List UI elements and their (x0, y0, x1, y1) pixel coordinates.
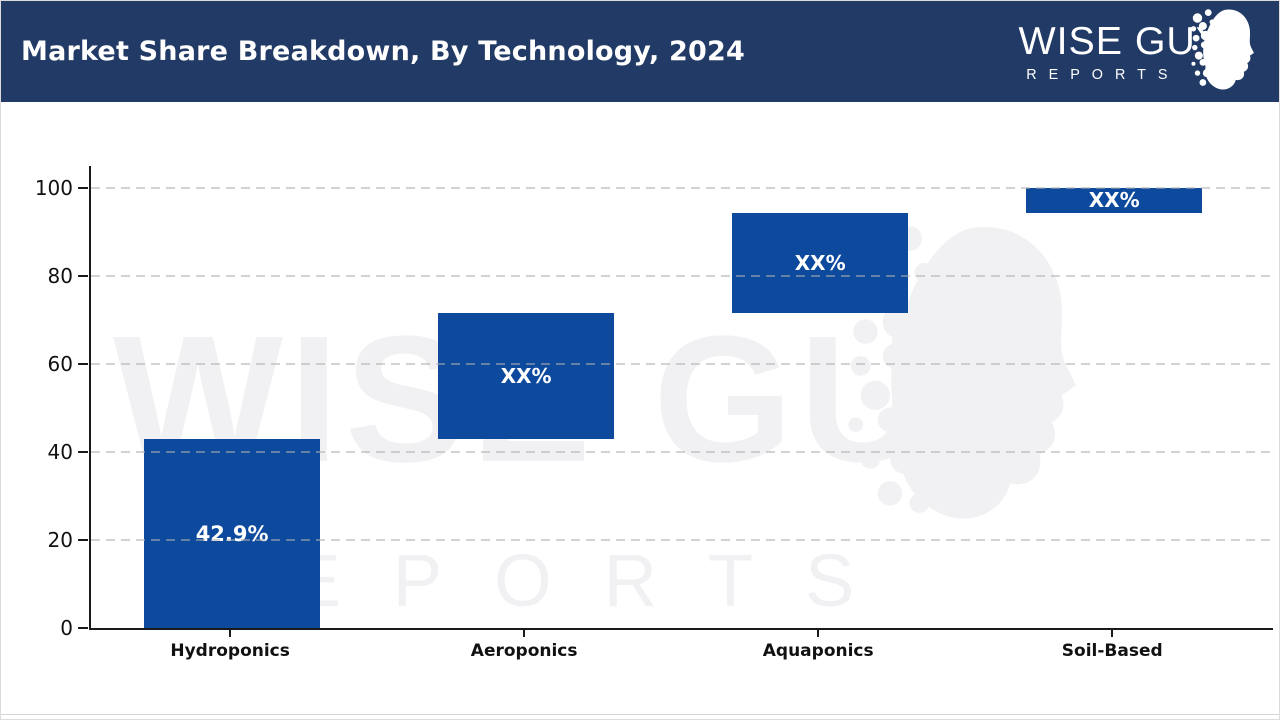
x-category-label-aquaponics: Aquaponics (762, 641, 874, 661)
gridline-20 (91, 539, 1273, 541)
page-title: Market Share Breakdown, By Technology, 2… (21, 36, 746, 67)
x-category-label-soil-based: Soil-Based (1061, 641, 1163, 661)
y-tick (78, 451, 88, 453)
x-category-label-hydroponics: Hydroponics (170, 641, 290, 661)
y-tick (78, 627, 88, 629)
gridline-80 (91, 275, 1273, 277)
gridline-40 (91, 451, 1273, 453)
gridline-100 (91, 187, 1273, 189)
bar-value-label: XX% (500, 364, 552, 389)
chart: WISE GUY REPORTS 42.9% XX% XX% XX% 0 20 40 60 8… (1, 102, 1279, 715)
x-tick (817, 630, 820, 637)
x-tick (1111, 630, 1114, 637)
y-tick-label: 40 (47, 440, 73, 464)
gridline-60 (91, 363, 1273, 365)
y-tick-label: 0 (60, 616, 73, 640)
plot-area: WISE GUY REPORTS 42.9% XX% XX% XX% (89, 166, 1273, 630)
y-tick (78, 363, 88, 365)
y-tick-label: 20 (47, 528, 73, 552)
y-tick-label: 80 (47, 264, 73, 288)
x-category-label-aeroponics: Aeroponics (470, 641, 578, 661)
bar-value-label: 42.9% (195, 521, 269, 546)
bar-value-label: XX% (1088, 188, 1140, 213)
y-tick-label: 60 (47, 352, 73, 376)
wiseguy-face-icon (1190, 8, 1254, 89)
y-tick-label: 100 (34, 176, 73, 200)
x-tick (229, 630, 232, 637)
brand-wordmark: WISE GUY (1019, 18, 1224, 62)
bar-aquaponics: XX% (731, 212, 909, 314)
bar-soil-based: XX% (1026, 188, 1203, 213)
bar-aeroponics: XX% (437, 313, 615, 440)
brand-logo: WISE GUY REPORTS (1019, 8, 1254, 89)
header: Market Share Breakdown, By Technology, 2… (1, 1, 1279, 102)
bar-value-label: XX% (794, 251, 846, 275)
y-tick (78, 275, 88, 277)
y-tick (78, 539, 88, 541)
brand-subtext: REPORTS (1026, 66, 1179, 82)
y-tick (78, 187, 88, 189)
bar-hydroponics: 42.9% (143, 439, 321, 628)
frame-bottom-line (1, 714, 1279, 715)
x-tick (523, 630, 526, 637)
